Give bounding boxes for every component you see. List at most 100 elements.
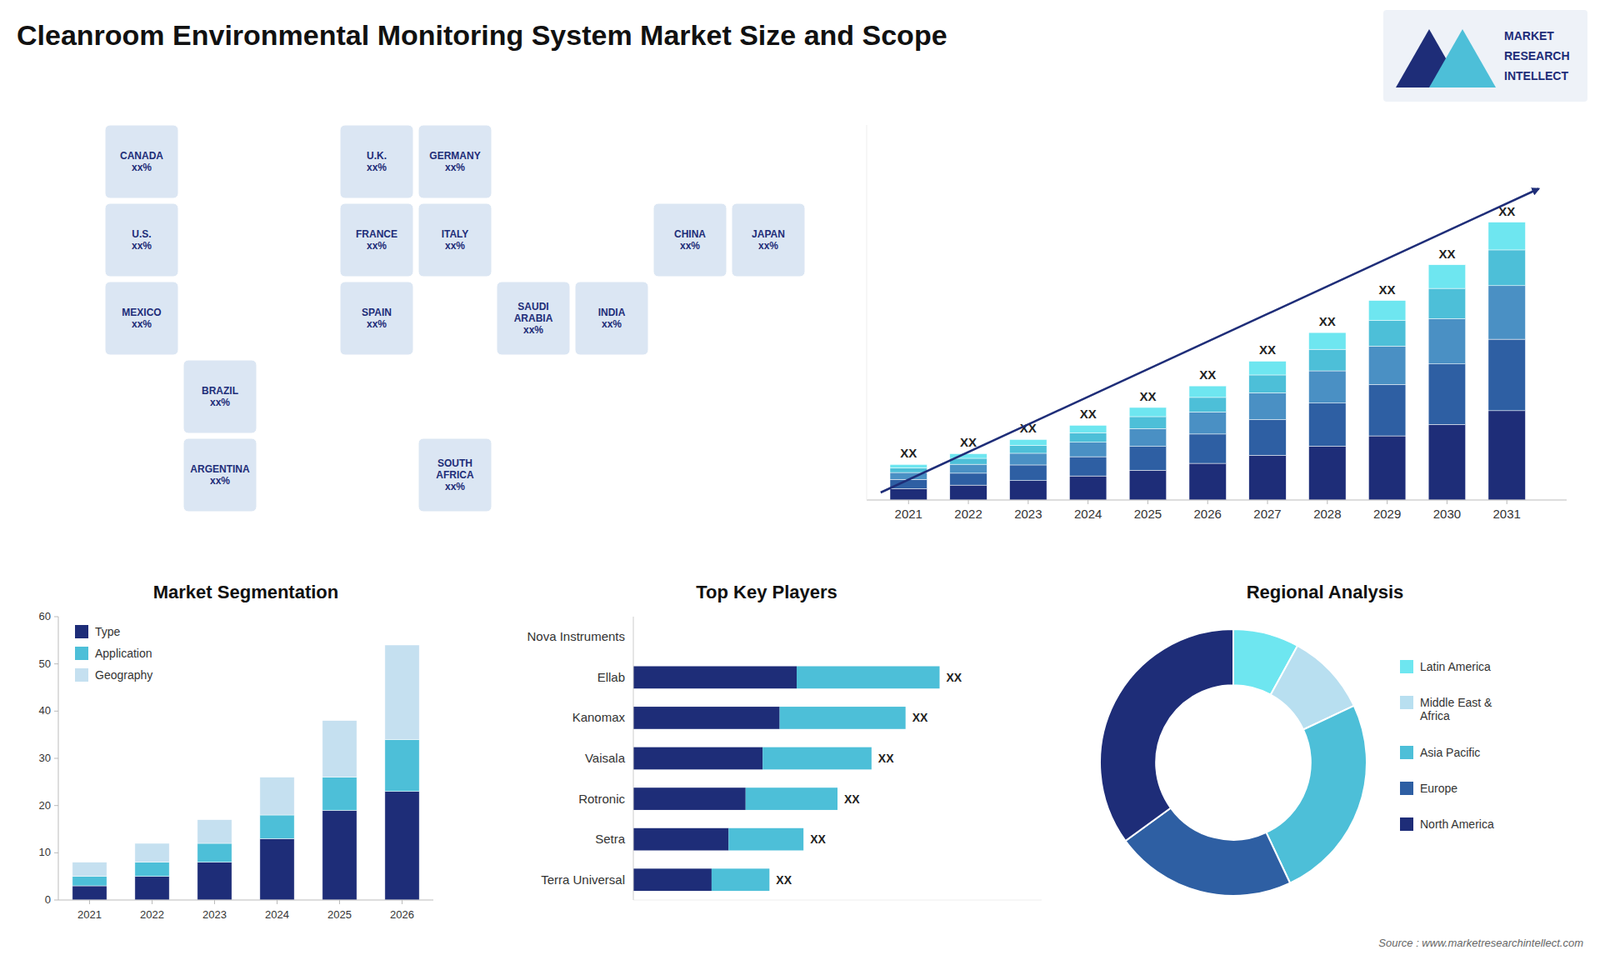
bar xyxy=(950,458,988,465)
bar xyxy=(1189,397,1227,413)
map-label: SOUTHAFRICAxx% xyxy=(435,457,475,493)
y-axis xyxy=(866,125,868,500)
bar xyxy=(633,868,712,891)
legend-swatch xyxy=(75,646,89,660)
bar xyxy=(950,464,988,474)
x-tick-label: 2021 xyxy=(77,908,102,921)
bar-label: XX xyxy=(1379,282,1396,297)
bar xyxy=(385,791,420,900)
x-tick xyxy=(151,900,153,905)
bar xyxy=(322,777,357,811)
y-tick xyxy=(54,900,59,901)
bar xyxy=(385,739,420,791)
donut-slice xyxy=(1100,629,1234,841)
x-tick-label: 2024 xyxy=(1074,506,1102,521)
x-tick xyxy=(1087,500,1089,505)
bar xyxy=(135,876,170,900)
logo-text: MARKET xyxy=(1504,29,1555,43)
legend-label: Geography xyxy=(95,668,153,682)
map-label: U.S.xx% xyxy=(131,228,152,252)
x-tick xyxy=(1506,500,1508,505)
map-tile xyxy=(575,281,649,355)
bar xyxy=(1129,470,1167,500)
legend: Latin AmericaMiddle East &AfricaAsia Pac… xyxy=(1400,660,1495,831)
logo-background xyxy=(1383,10,1588,102)
chart-title: Top Key Players xyxy=(695,581,838,603)
x-tick-label: 2027 xyxy=(1253,506,1281,521)
y-tick-label: Rotronic xyxy=(578,791,625,806)
map-label: CHINAxx% xyxy=(674,228,706,252)
map-tile xyxy=(418,438,492,512)
bar-label: XX xyxy=(1139,389,1156,404)
x-tick xyxy=(276,900,278,905)
x-axis xyxy=(58,900,434,901)
legend-label: Latin America xyxy=(1420,660,1491,674)
x-tick-label: 2025 xyxy=(327,908,352,921)
bar xyxy=(197,862,232,900)
y-tick xyxy=(54,805,59,806)
bar xyxy=(950,485,988,500)
bar xyxy=(1129,428,1167,446)
bar xyxy=(322,720,357,778)
bar xyxy=(1129,407,1167,417)
bar xyxy=(1309,370,1347,404)
map-tile xyxy=(105,281,179,355)
donut-chart: Regional AnalysisLatin AmericaMiddle Eas… xyxy=(1100,581,1495,896)
x-tick-label: 2023 xyxy=(202,908,227,921)
x-tick xyxy=(214,900,215,905)
map-label: INDIAxx% xyxy=(598,306,626,330)
x-tick-label: 2024 xyxy=(265,908,290,921)
x-tick-label: 2023 xyxy=(1014,506,1042,521)
bar xyxy=(1488,410,1526,500)
bar xyxy=(745,787,838,810)
y-tick-label: Vaisala xyxy=(585,750,626,765)
map-tile xyxy=(105,125,179,199)
bar xyxy=(72,885,107,900)
x-tick xyxy=(1267,500,1269,505)
bars xyxy=(890,222,1525,500)
x-tick xyxy=(1326,500,1328,505)
bar-label: XX xyxy=(844,792,860,806)
y-tick xyxy=(54,852,59,854)
logo-text: INTELLECT xyxy=(1504,69,1569,83)
legend-swatch xyxy=(75,668,89,682)
x-tick-label: 2029 xyxy=(1373,506,1401,521)
bar xyxy=(72,876,107,886)
map: CANADAxx%U.S.xx%MEXICOxx%BRAZILxx%ARGENT… xyxy=(105,125,805,512)
bar xyxy=(1069,442,1107,457)
legend-swatch xyxy=(1400,695,1414,710)
legend-label: Middle East &Africa xyxy=(1420,695,1493,723)
map-label: JAPANxx% xyxy=(751,228,785,252)
x-tick-label: 2026 xyxy=(390,908,415,921)
bar xyxy=(1010,439,1048,445)
bar xyxy=(1368,320,1406,347)
page: Cleanroom Environmental Monitoring Syste… xyxy=(0,0,1600,955)
bar xyxy=(1368,435,1406,500)
bar xyxy=(1428,288,1466,319)
bar xyxy=(890,468,928,473)
y-tick-label: 40 xyxy=(39,704,51,717)
x-tick xyxy=(1027,500,1029,505)
bar xyxy=(135,843,170,863)
bar xyxy=(1249,420,1287,456)
bar xyxy=(633,666,797,690)
bar xyxy=(1309,349,1347,371)
background xyxy=(0,0,1600,955)
bar xyxy=(728,828,804,851)
bar xyxy=(1189,463,1227,500)
bar-label: XX xyxy=(960,435,977,450)
bar xyxy=(1010,465,1048,481)
x-tick-label: 2026 xyxy=(1194,506,1222,521)
y-tick xyxy=(54,663,59,665)
x-tick xyxy=(401,900,403,905)
map-tile xyxy=(731,203,805,277)
legend-label: North America xyxy=(1420,817,1495,831)
x-tick-label: 2021 xyxy=(895,506,923,521)
y-tick-label: 0 xyxy=(45,893,51,906)
bar xyxy=(197,843,232,863)
bar xyxy=(1368,345,1406,385)
bar xyxy=(950,473,988,485)
bar-label: XX xyxy=(1438,246,1455,261)
bar xyxy=(1368,385,1406,437)
map-tile xyxy=(183,360,257,434)
